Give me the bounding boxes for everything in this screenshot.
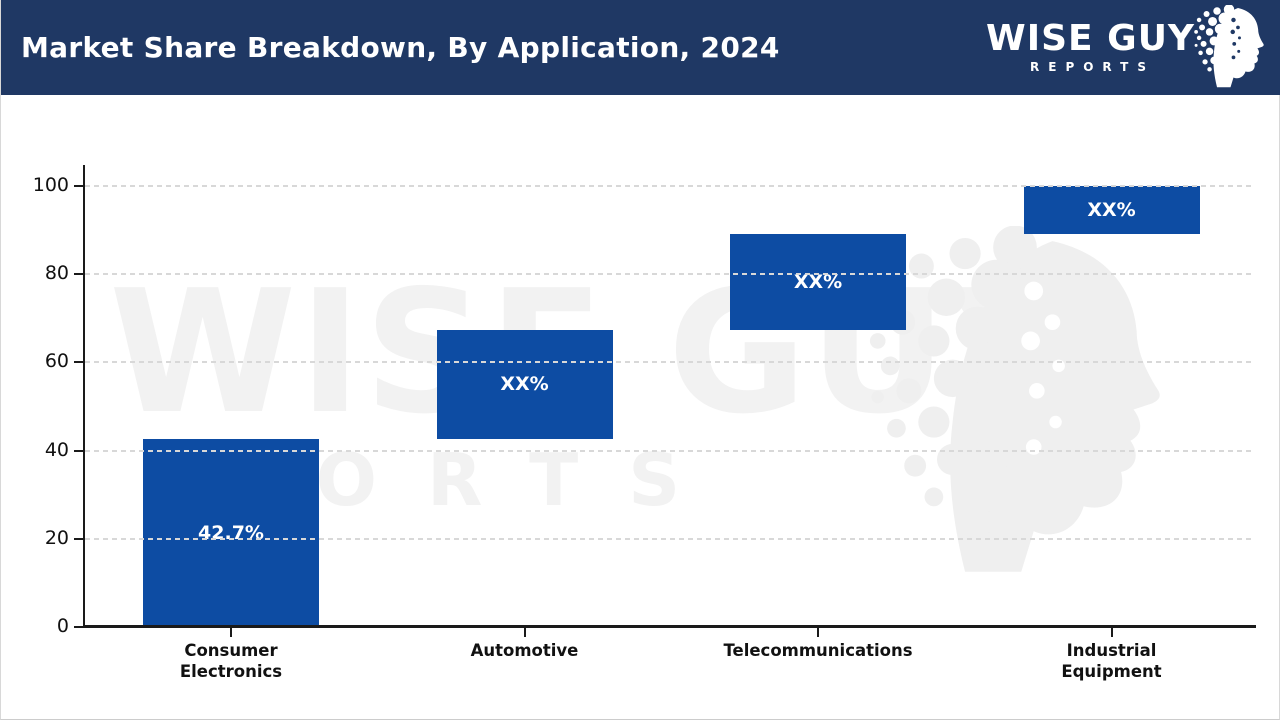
gridline: [85, 449, 1254, 452]
wiseguy-logo-text: WISE GUY REPORTS: [985, 18, 1195, 75]
gridline: [85, 537, 1254, 540]
y-axis-tick-label: 80: [44, 262, 69, 285]
x-axis-tick: [817, 628, 819, 637]
bar-value-label: 42.7%: [198, 521, 264, 544]
x-axis-spine: [83, 625, 1256, 628]
y-axis-spine: [83, 165, 85, 628]
wiseguy-logo: WISE GUY REPORTS: [986, 5, 1267, 91]
bar-value-label: XX%: [793, 270, 843, 293]
y-axis-tick: [74, 537, 83, 540]
bar-industrial-equipment: XX%: [1023, 186, 1200, 234]
y-axis-tick-label: 100: [32, 174, 69, 196]
bar-value-label: XX%: [500, 373, 549, 396]
bar-consumer-electronics: 42.7%: [143, 438, 319, 627]
logo-wordmark: WISE GUY: [985, 18, 1195, 59]
y-axis-tick: [74, 185, 83, 187]
x-axis-tick: [523, 628, 526, 637]
x-axis-tick: [1110, 628, 1113, 637]
header-bar: Market Share Breakdown, By Application, …: [1, 0, 1280, 95]
page-title: Market Share Breakdown, By Application, …: [21, 31, 780, 64]
bar-automotive: XX%: [436, 329, 613, 439]
x-axis-category-label-industrial-equipment: Industrial Equipment: [1061, 641, 1162, 681]
y-axis-tick: [74, 626, 83, 628]
bar-value-label: XX%: [1087, 198, 1136, 221]
y-axis-tick-label: 20: [44, 526, 69, 549]
y-axis-tick-label: 0: [56, 615, 69, 637]
bar-telecommunications: XX%: [730, 233, 906, 330]
x-axis-category-label-consumer-electronics: Consumer Electronics: [179, 641, 283, 681]
gridline: [85, 185, 1254, 187]
gridline: [85, 273, 1254, 276]
gridline: [85, 361, 1254, 364]
y-axis-tick-label: 60: [44, 350, 69, 373]
y-axis-tick: [74, 273, 83, 276]
logo-subtitle: REPORTS: [1030, 60, 1155, 74]
y-axis-tick-label: 40: [44, 438, 69, 461]
x-axis-category-label-telecommunications: Telecommunications: [723, 641, 913, 660]
x-axis-category-label-automotive: Automotive: [470, 641, 579, 660]
y-axis-tick: [74, 449, 83, 452]
y-axis-tick: [74, 361, 83, 364]
x-axis-tick: [230, 628, 232, 637]
wiseguy-head-icon: [1191, 5, 1267, 91]
